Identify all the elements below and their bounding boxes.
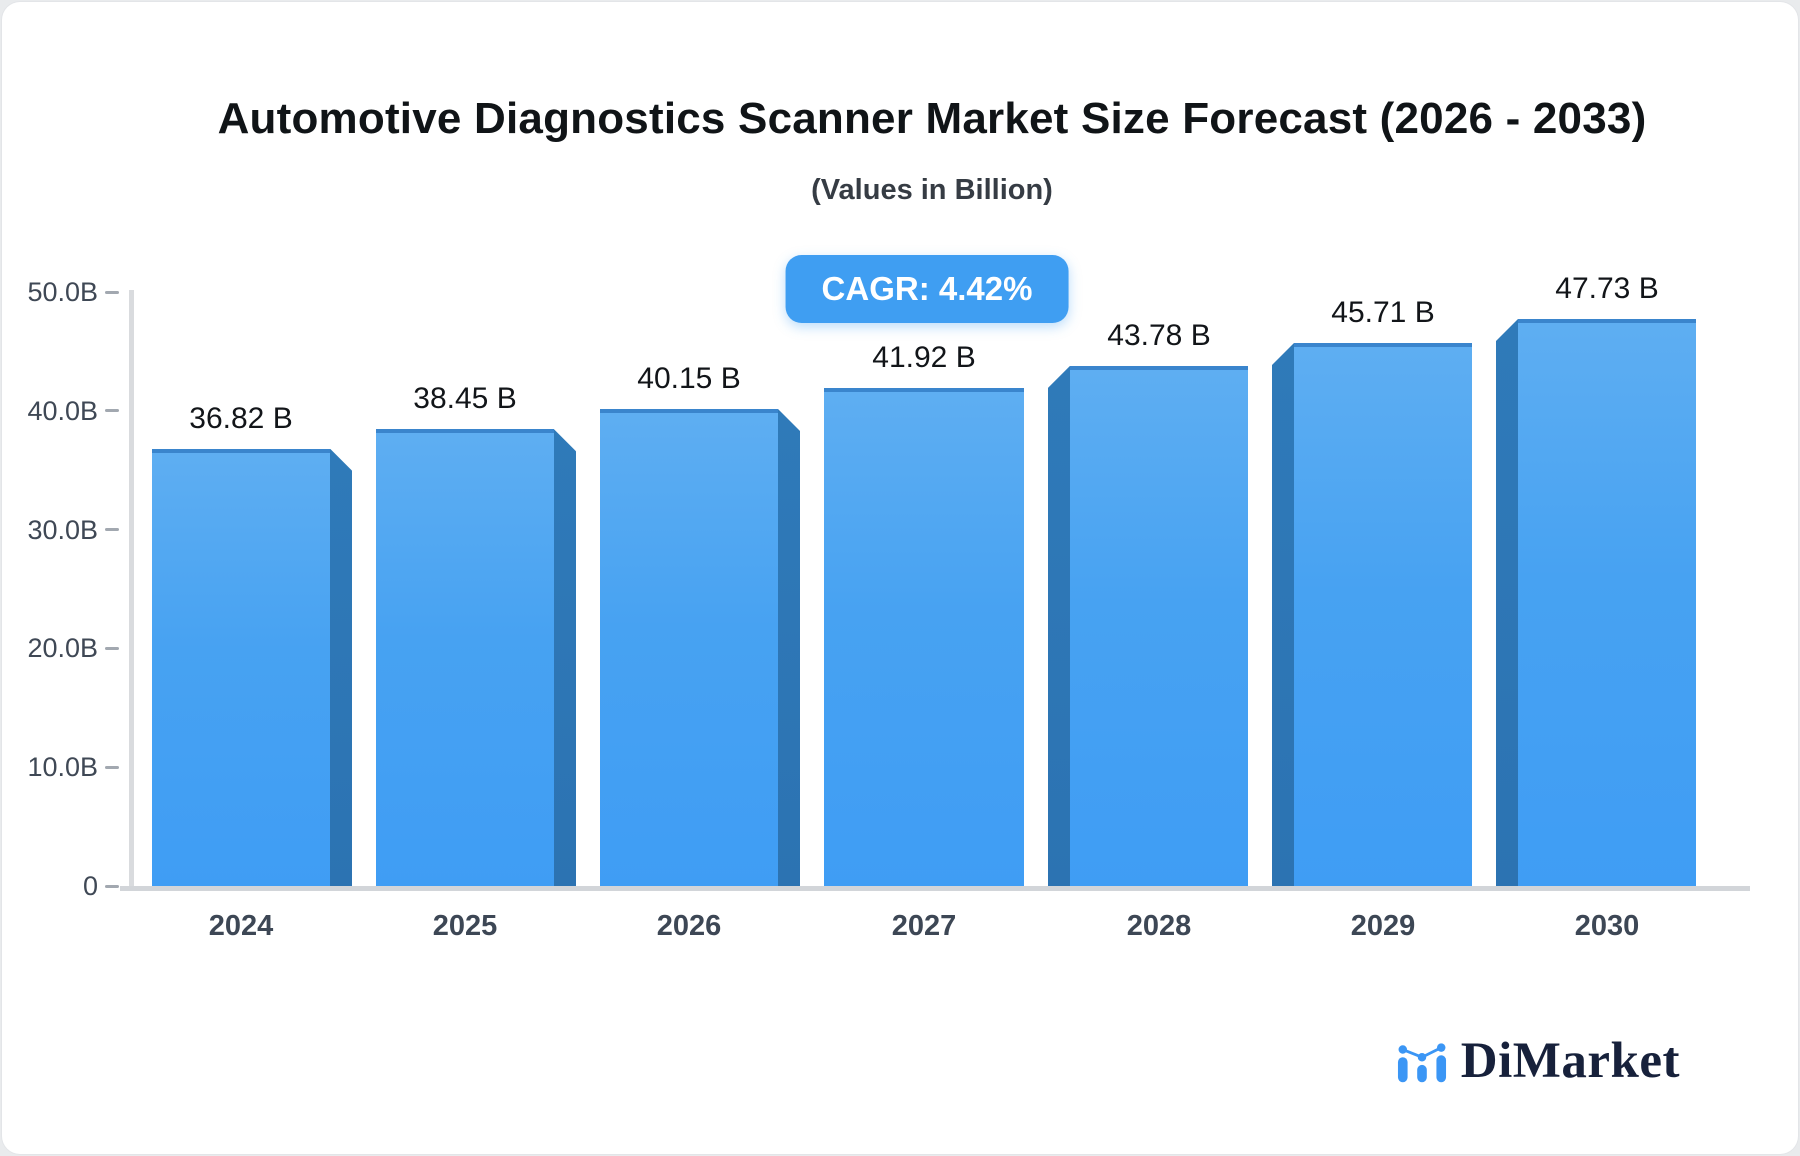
x-tick-label: 2026 [656, 910, 722, 942]
x-tick-label: 2028 [1126, 910, 1192, 942]
bar-face [376, 429, 554, 888]
bar-side [330, 448, 352, 888]
x-tick-label: 2030 [1574, 910, 1640, 942]
bar-side [1496, 318, 1518, 888]
bar-face [152, 448, 330, 888]
x-tick-label: 2024 [208, 910, 274, 942]
y-tick-label: 10.0B [27, 752, 98, 783]
bar-chart-logo-icon [1397, 1043, 1446, 1083]
bar-side [554, 429, 576, 888]
bar-value-label: 38.45 B [413, 382, 517, 416]
x-tick-label: 2029 [1350, 910, 1416, 942]
y-tick [105, 765, 119, 769]
bar-value-label: 40.15 B [637, 362, 741, 396]
bar-face [600, 409, 778, 888]
brand-name: DiMarket [1460, 1033, 1680, 1089]
brand-logo: DiMarket [1397, 1036, 1680, 1087]
bar-face [1518, 318, 1696, 888]
y-axis-line [129, 290, 134, 890]
y-tick-label: 40.0B [27, 395, 98, 426]
chart-title: Automotive Diagnostics Scanner Market Si… [217, 94, 1647, 143]
y-tick-label: 30.0B [27, 514, 98, 545]
y-tick [105, 409, 119, 413]
bar-face [1070, 365, 1248, 888]
bar-value-label: 41.92 B [872, 340, 976, 374]
chart-subtitle: (Values in Billion) [811, 174, 1053, 206]
x-tick-label: 2027 [891, 910, 957, 942]
bar-value-label: 45.71 B [1331, 295, 1435, 329]
y-tick-label: 0 [82, 871, 98, 901]
y-tick-label: 20.0B [27, 633, 98, 664]
bar-value-label: 36.82 B [189, 401, 293, 435]
bar-side [778, 409, 800, 888]
y-tick-label: 50.0B [27, 277, 98, 307]
x-tick-label: 2025 [432, 910, 498, 942]
cagr-badge: CAGR: 4.42% [785, 255, 1069, 323]
bar-face [824, 387, 1024, 888]
x-axis-line [120, 886, 1750, 891]
y-tick [105, 884, 119, 888]
bar-side [1048, 365, 1070, 888]
y-tick [105, 646, 119, 650]
bar-side [1272, 342, 1294, 888]
bar-face [1294, 342, 1472, 888]
bar-value-label: 47.73 B [1555, 271, 1659, 305]
y-tick [105, 528, 119, 532]
bar-value-label: 43.78 B [1107, 318, 1211, 352]
y-tick [105, 290, 119, 294]
